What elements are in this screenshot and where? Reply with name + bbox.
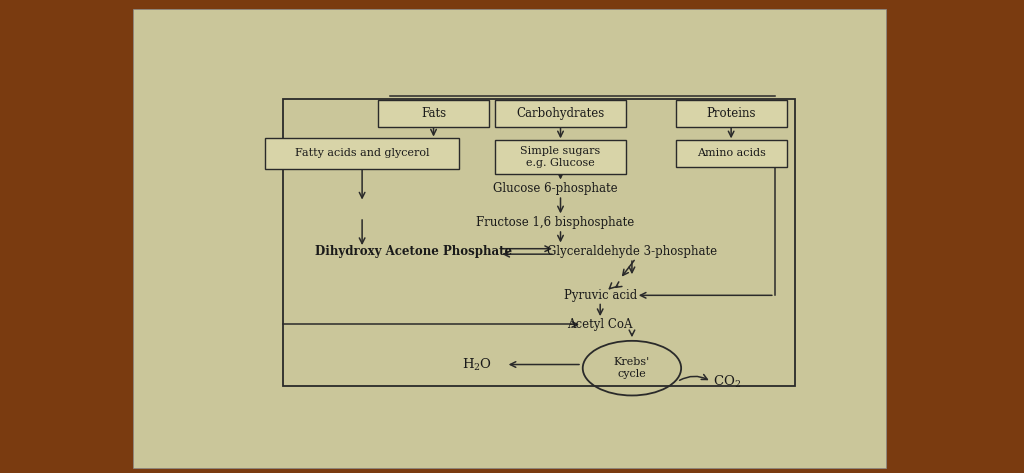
Text: Fatty acids and glycerol: Fatty acids and glycerol xyxy=(295,148,429,158)
Text: Fats: Fats xyxy=(421,107,446,120)
Text: Carbohydrates: Carbohydrates xyxy=(516,107,604,120)
Text: Glucose 6-phosphate: Glucose 6-phosphate xyxy=(493,183,617,195)
Text: Amino acids: Amino acids xyxy=(696,148,766,158)
Text: Dihydroxy Acetone Phosphate: Dihydroxy Acetone Phosphate xyxy=(315,245,512,258)
Text: Simple sugars
e.g. Glucose: Simple sugars e.g. Glucose xyxy=(520,146,601,168)
Text: $\mathregular{H_2O}$: $\mathregular{H_2O}$ xyxy=(462,357,493,373)
Text: Proteins: Proteins xyxy=(707,107,756,120)
FancyBboxPatch shape xyxy=(676,140,786,167)
Text: Glyceraldehyde 3-phosphate: Glyceraldehyde 3-phosphate xyxy=(547,245,717,258)
FancyBboxPatch shape xyxy=(676,99,786,127)
Text: Pyruvic acid: Pyruvic acid xyxy=(563,289,637,302)
Text: $\mathregular{CO_2}$: $\mathregular{CO_2}$ xyxy=(713,374,741,390)
FancyBboxPatch shape xyxy=(378,99,489,127)
Text: Acetyl CoA: Acetyl CoA xyxy=(567,318,633,331)
FancyBboxPatch shape xyxy=(265,138,460,169)
FancyBboxPatch shape xyxy=(495,140,626,174)
FancyBboxPatch shape xyxy=(495,99,626,127)
Text: Fructose 1,6 bisphosphate: Fructose 1,6 bisphosphate xyxy=(476,216,634,229)
Text: Krebs'
cycle: Krebs' cycle xyxy=(613,358,650,379)
